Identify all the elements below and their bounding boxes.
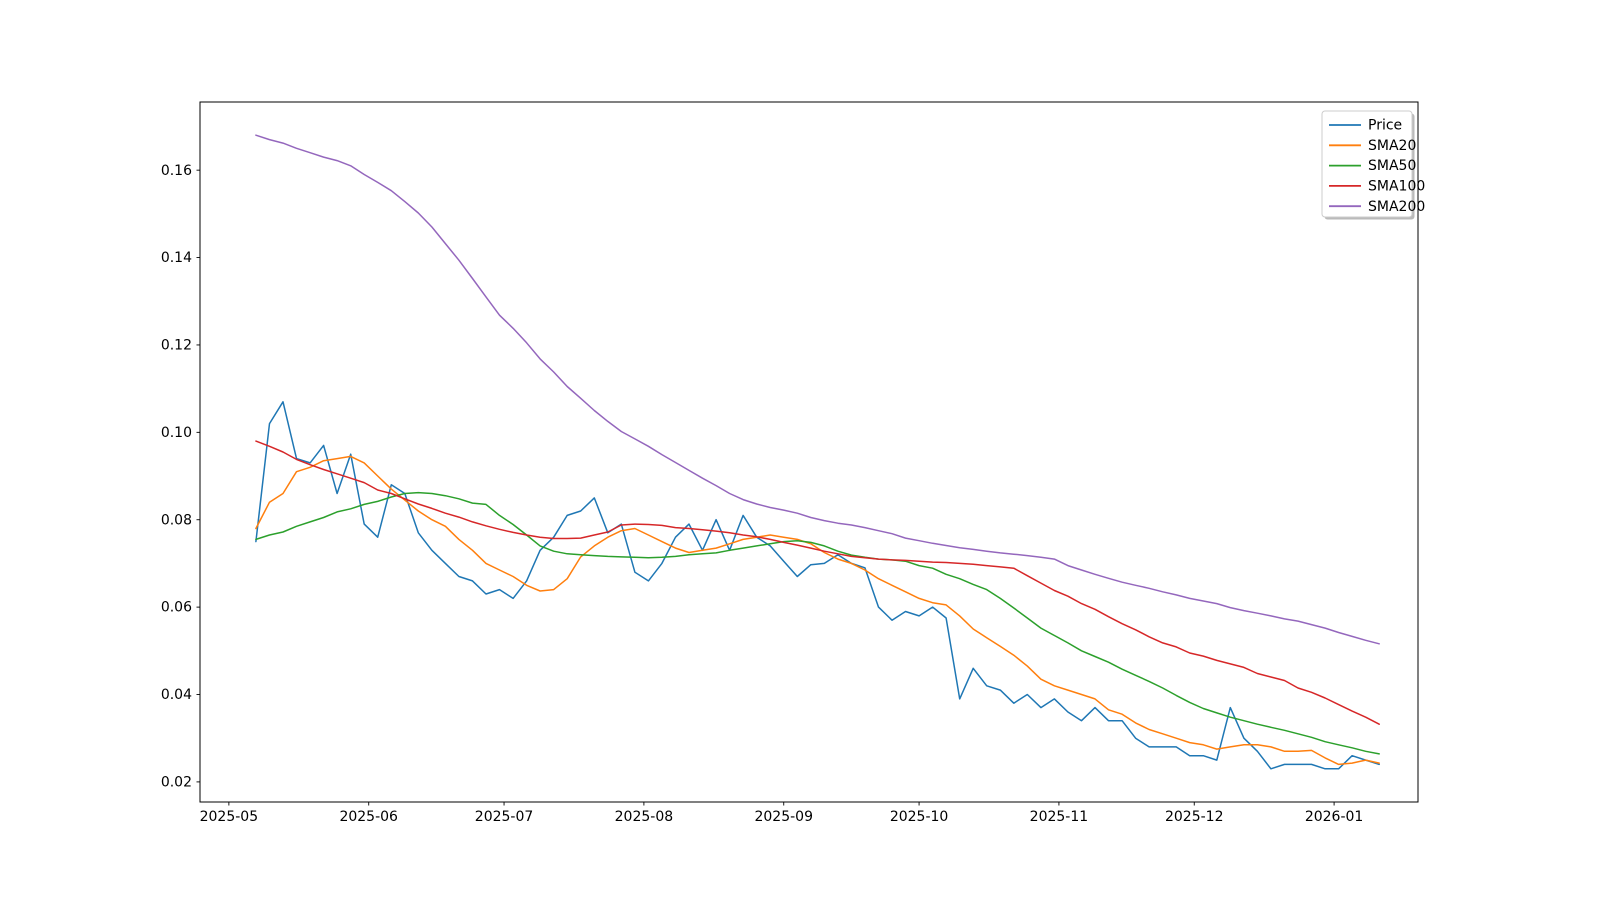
- y-tick-label: 0.16: [161, 163, 192, 179]
- legend-label: SMA50: [1368, 158, 1416, 174]
- series-line-sma100: [255, 440, 1380, 725]
- y-tick-label: 0.04: [161, 687, 192, 703]
- y-tick-label: 0.10: [161, 425, 192, 441]
- legend-label: SMA100: [1368, 179, 1425, 195]
- x-tick-label: 2026-01: [1305, 809, 1364, 825]
- series-line-sma50: [255, 491, 1380, 755]
- legend-item-price: Price: [1329, 118, 1402, 134]
- legend-item-sma50: SMA50: [1329, 158, 1416, 174]
- legend-item-sma200: SMA200: [1329, 199, 1425, 215]
- legend: Price SMA20 SMA50 SMA100 SMA200: [1321, 110, 1425, 220]
- legend-label: SMA200: [1368, 199, 1425, 215]
- x-tick-label: 2025-07: [475, 809, 534, 825]
- legend-box: [1321, 110, 1413, 218]
- legend-label: SMA20: [1368, 138, 1416, 154]
- y-tick-label: 0.06: [161, 600, 192, 616]
- x-tick-label: 2025-11: [1030, 809, 1089, 825]
- x-tick-label: 2025-08: [615, 809, 674, 825]
- legend-item-sma100: SMA100: [1329, 179, 1425, 195]
- plot-border: [199, 101, 1419, 803]
- y-tick-label: 0.14: [161, 250, 192, 266]
- x-tick-label: 2025-10: [890, 809, 949, 825]
- y-tick-label: 0.08: [161, 512, 192, 528]
- series-line-sma200: [255, 134, 1380, 645]
- series-line-sma20: [255, 455, 1380, 766]
- legend-item-sma20: SMA20: [1329, 138, 1416, 154]
- x-tick-label: 2025-05: [200, 809, 259, 825]
- series-line-price: [255, 401, 1380, 770]
- y-tick-label: 0.12: [161, 338, 192, 354]
- x-tick-label: 2025-12: [1165, 809, 1224, 825]
- legend-label: Price: [1368, 118, 1402, 134]
- x-tick-label: 2025-09: [754, 809, 813, 825]
- x-tick-label: 2025-06: [339, 809, 398, 825]
- y-tick-label: 0.02: [161, 775, 192, 791]
